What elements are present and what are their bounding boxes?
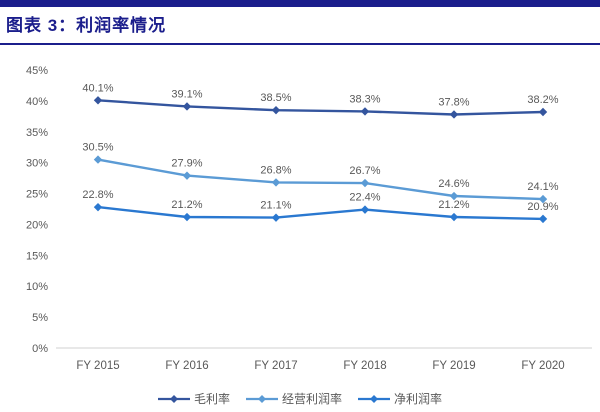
net-margin-marker: [538, 214, 548, 224]
y-tick-label: 45%: [26, 65, 48, 77]
legend-item-gross-margin: 毛利率: [157, 390, 230, 407]
operating-margin-data-label: 26.7%: [349, 165, 380, 177]
net-margin-line: [96, 205, 545, 221]
gross-margin-marker: [538, 107, 548, 117]
operating-margin-marker: [360, 178, 370, 188]
y-tick-label: 0%: [32, 343, 48, 355]
gross-margin-legend-marker-icon: [157, 394, 190, 403]
legend-label: 经营利润率: [281, 392, 342, 406]
net-margin-marker: [182, 212, 192, 222]
x-tick-label: FY 2017: [254, 360, 297, 372]
operating-margin-marker: [271, 178, 281, 187]
operating-margin-data-label: 30.5%: [82, 142, 113, 154]
operating-margin-marker: [449, 191, 459, 201]
gross-margin-data-label: 38.2%: [527, 94, 558, 106]
gross-margin-data-label: 37.8%: [438, 96, 469, 108]
y-tick-label: 30%: [26, 158, 48, 170]
gross-margin-marker: [449, 110, 459, 119]
series-operating-margin: 30.5% 27.9% 26.8% 26.7% 24.6% 24.1%: [82, 142, 559, 204]
page-title: 图表 3：利润率情况: [6, 16, 167, 35]
gross-margin-data-label: 38.3%: [349, 93, 380, 105]
operating-margin-data-label: 24.6%: [438, 178, 469, 190]
y-tick-label: 25%: [26, 189, 48, 201]
operating-margin-marker: [93, 155, 103, 164]
x-axis-labels: FY 2015 FY 2016 FY 2017 FY 2018 FY 2019 FY 20…: [76, 360, 564, 372]
legend-item-operating-margin: 经营利润率: [245, 390, 342, 407]
net-margin-data-label: 22.4%: [349, 192, 380, 204]
net-margin-data-label: 21.2%: [438, 199, 469, 211]
net-margin-marker: [449, 212, 459, 222]
net-margin-marker: [93, 202, 103, 212]
operating-margin-line: [96, 158, 545, 201]
top-accent-bar: [0, 0, 600, 7]
net-margin-data-label: 21.1%: [260, 200, 291, 212]
operating-margin-marker: [538, 194, 548, 204]
series-net-margin: 22.8% 21.2% 21.1% 22.4% 21.2% 20.9%: [82, 189, 559, 224]
operating-margin-data-label: 24.1%: [527, 181, 558, 193]
x-tick-label: FY 2018: [343, 360, 386, 372]
net-margin-marker: [360, 205, 370, 214]
gross-margin-marker: [93, 96, 103, 105]
y-tick-label: 5%: [32, 312, 48, 324]
x-tick-label: FY 2016: [165, 360, 208, 372]
gross-margin-data-label: 38.5%: [260, 92, 291, 104]
y-tick-label: 15%: [26, 250, 48, 262]
net-margin-data-label: 22.8%: [82, 189, 113, 201]
operating-margin-legend-marker-icon: [245, 394, 278, 403]
legend-label: 毛利率: [193, 392, 230, 406]
gross-margin-data-label: 39.1%: [171, 88, 202, 100]
gross-margin-line: [96, 99, 545, 116]
chart-legend: 毛利率 经营利润率 净利润率: [0, 390, 600, 407]
legend-item-net-margin: 净利润率: [358, 390, 442, 407]
net-margin-data-label: 21.2%: [171, 199, 202, 211]
legend-label: 净利润率: [394, 392, 443, 406]
title-underline: [0, 43, 600, 45]
gross-margin-marker: [360, 107, 370, 116]
x-tick-label: FY 2020: [521, 360, 564, 372]
y-tick-label: 20%: [26, 219, 48, 231]
y-tick-label: 10%: [26, 281, 48, 293]
net-margin-legend-marker-icon: [358, 394, 390, 403]
net-margin-marker: [271, 213, 281, 222]
series-gross-margin: 40.1% 39.1% 38.5% 38.3% 37.8% 38.2%: [82, 82, 559, 119]
gross-margin-marker: [271, 105, 281, 115]
y-axis-labels: 0% 5% 10% 15% 20% 25% 30% 35% 40% 45%: [26, 65, 48, 355]
x-tick-label: FY 2015: [76, 360, 119, 372]
operating-margin-data-label: 27.9%: [171, 158, 202, 170]
y-tick-label: 40%: [26, 96, 48, 108]
x-tick-label: FY 2019: [432, 360, 475, 372]
profit-margin-line-chart: 0%5%10%15%20%25%30%35%40%45%FY 2015 FY 20…: [26, 65, 592, 372]
net-margin-data-label: 20.9%: [527, 201, 558, 213]
y-tick-label: 35%: [26, 127, 48, 139]
operating-margin-marker: [182, 171, 192, 180]
operating-margin-data-label: 26.8%: [260, 164, 291, 176]
gross-margin-marker: [182, 102, 192, 111]
gross-margin-data-label: 40.1%: [82, 82, 113, 94]
